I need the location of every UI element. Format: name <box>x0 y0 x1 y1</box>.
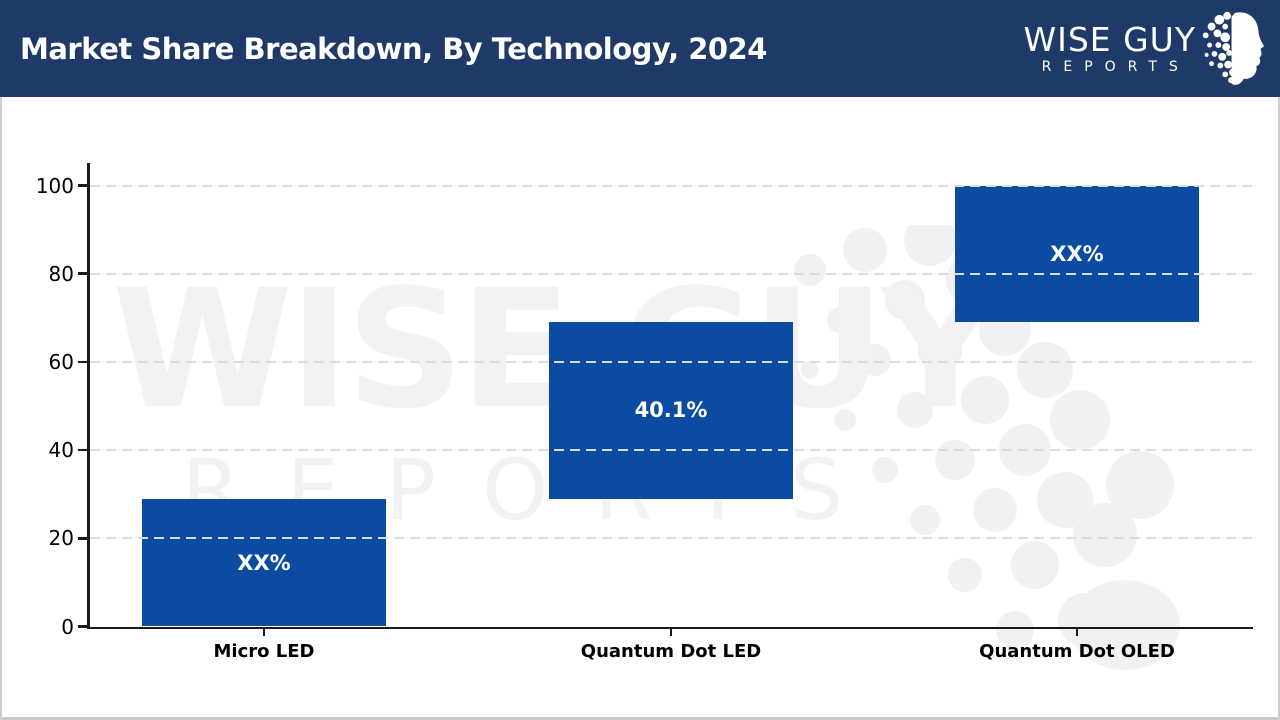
bar-micro-led <box>142 498 386 627</box>
watermark-face-icon <box>794 225 1180 670</box>
y-gridline-100 <box>89 184 1253 187</box>
bar-quantum-dot-oled <box>955 185 1199 322</box>
logo-face-icon <box>1202 11 1265 85</box>
x-tick-micro-led <box>262 629 266 636</box>
y-gridline-20 <box>89 537 1253 540</box>
y-axis-spine <box>87 163 90 629</box>
y-tick-60 <box>78 360 87 364</box>
y-tick-40 <box>78 448 87 452</box>
x-tick-label-quantum-dot-oled: Quantum Dot OLED <box>979 641 1175 662</box>
bar-value-label-micro-led: XX% <box>237 550 291 575</box>
y-tick-label-20: 20 <box>48 526 74 551</box>
y-gridline-40 <box>89 449 1253 452</box>
y-tick-label-80: 80 <box>48 261 74 286</box>
y-tick-label-100: 100 <box>35 173 74 198</box>
x-tick-quantum-dot-led <box>669 629 673 636</box>
bar-value-label-quantum-dot-led: 40.1% <box>634 398 708 423</box>
logo-reports-text: REPORTS <box>1041 59 1190 75</box>
y-tick-100 <box>78 184 87 187</box>
wise-guy-logo: WISE GUY REPORTS <box>1023 9 1268 89</box>
y-gridline-60 <box>89 360 1253 363</box>
y-tick-20 <box>78 537 87 540</box>
x-tick-label-micro-led: Micro LED <box>213 641 315 662</box>
x-tick-quantum-dot-oled <box>1075 629 1079 636</box>
bar-quantum-dot-led <box>549 321 793 499</box>
y-tick-label-0: 0 <box>61 614 74 639</box>
y-tick-80 <box>78 272 87 275</box>
logo-text: WISE GUY REPORTS <box>1023 23 1196 74</box>
x-tick-label-quantum-dot-led: Quantum Dot LED <box>580 641 762 662</box>
y-tick-label-40: 40 <box>48 438 74 463</box>
x-axis-baseline <box>87 626 1253 629</box>
header-bar: Market Share Breakdown, By Technology, 2… <box>0 0 1280 97</box>
y-tick-0 <box>78 625 87 628</box>
bar-value-label-quantum-dot-oled: XX% <box>1050 241 1104 266</box>
logo-wiseguy-text: WISE GUY <box>1023 20 1196 59</box>
page-title: Market Share Breakdown, By Technology, 2… <box>20 31 767 66</box>
y-tick-label-60: 60 <box>48 349 74 374</box>
y-gridline-80 <box>89 272 1253 275</box>
